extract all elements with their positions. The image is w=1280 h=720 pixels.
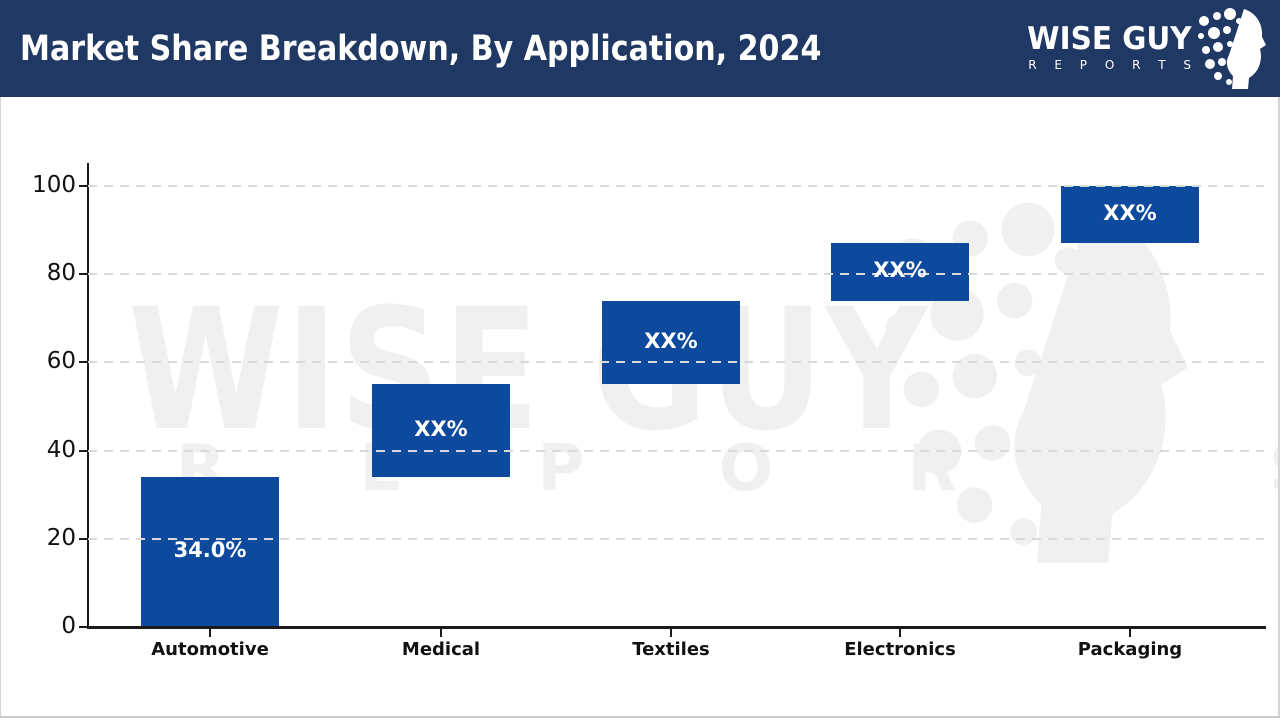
bar-value-label-medical: XX%	[414, 416, 468, 441]
x-category-label-automotive: Automotive	[151, 639, 269, 660]
bar-value-label-textiles: XX%	[644, 328, 698, 353]
gridline-80	[88, 273, 1264, 276]
frame-border-right	[1278, 97, 1280, 717]
header-band: Market Share Breakdown, By Application, …	[0, 0, 1280, 97]
gridline-40	[88, 449, 1264, 452]
bar-textiles	[602, 300, 740, 385]
y-tick-label-0: 0	[61, 613, 76, 639]
brand-subname: R E P O R T S	[1028, 58, 1198, 72]
y-tick-label-100: 100	[32, 172, 76, 198]
x-category-label-electronics: Electronics	[844, 639, 956, 660]
bar-medical	[372, 384, 510, 478]
x-tick-mark-medical	[440, 629, 442, 637]
brand-logo-words: WISE GUY R E P O R T S	[1021, 21, 1198, 73]
x-tick-mark-packaging	[1129, 629, 1131, 637]
brand-logo: WISE GUY R E P O R T S	[1000, 0, 1270, 97]
watermark-subtext: R E P O R T S	[176, 432, 1280, 506]
y-tick-mark-100	[79, 185, 88, 187]
y-tick-mark-40	[79, 449, 88, 452]
brand-name: WISE GUY	[1027, 21, 1192, 57]
x-category-label-packaging: Packaging	[1077, 639, 1183, 660]
y-tick-label-80: 80	[46, 260, 76, 287]
y-tick-label-40: 40	[46, 436, 76, 463]
gridline-60	[88, 361, 1264, 364]
x-category-label-medical: Medical	[401, 639, 481, 660]
watermark-text: WISE GUY	[128, 272, 930, 468]
y-tick-label-20: 20	[46, 524, 76, 551]
y-tick-label-60: 60	[46, 348, 76, 375]
y-tick-mark-80	[79, 273, 88, 276]
bar-packaging	[1061, 186, 1199, 244]
bar-value-label-automotive: 34.0%	[173, 538, 247, 563]
y-tick-mark-20	[79, 537, 88, 540]
frame-border-left	[0, 97, 1, 717]
bar-value-label-electronics: XX%	[873, 257, 927, 282]
bar-value-label-packaging: XX%	[1103, 200, 1157, 225]
bar-automotive	[141, 477, 279, 627]
frame-border-bottom	[0, 716, 1280, 718]
y-tick-mark-0	[79, 626, 88, 628]
x-tick-mark-electronics	[899, 629, 901, 637]
y-axis-line	[87, 163, 89, 629]
bar-electronics	[831, 243, 969, 301]
x-category-label-textiles: Textiles	[632, 639, 710, 660]
x-tick-mark-textiles	[670, 629, 672, 637]
y-tick-mark-60	[79, 361, 88, 364]
x-axis-line	[87, 626, 1266, 629]
page-title: Market Share Breakdown, By Application, …	[20, 28, 822, 69]
gridline-20	[88, 537, 1264, 540]
dotted-head-icon	[1198, 8, 1266, 89]
gridline-100	[88, 185, 1264, 187]
x-tick-mark-automotive	[209, 629, 211, 637]
